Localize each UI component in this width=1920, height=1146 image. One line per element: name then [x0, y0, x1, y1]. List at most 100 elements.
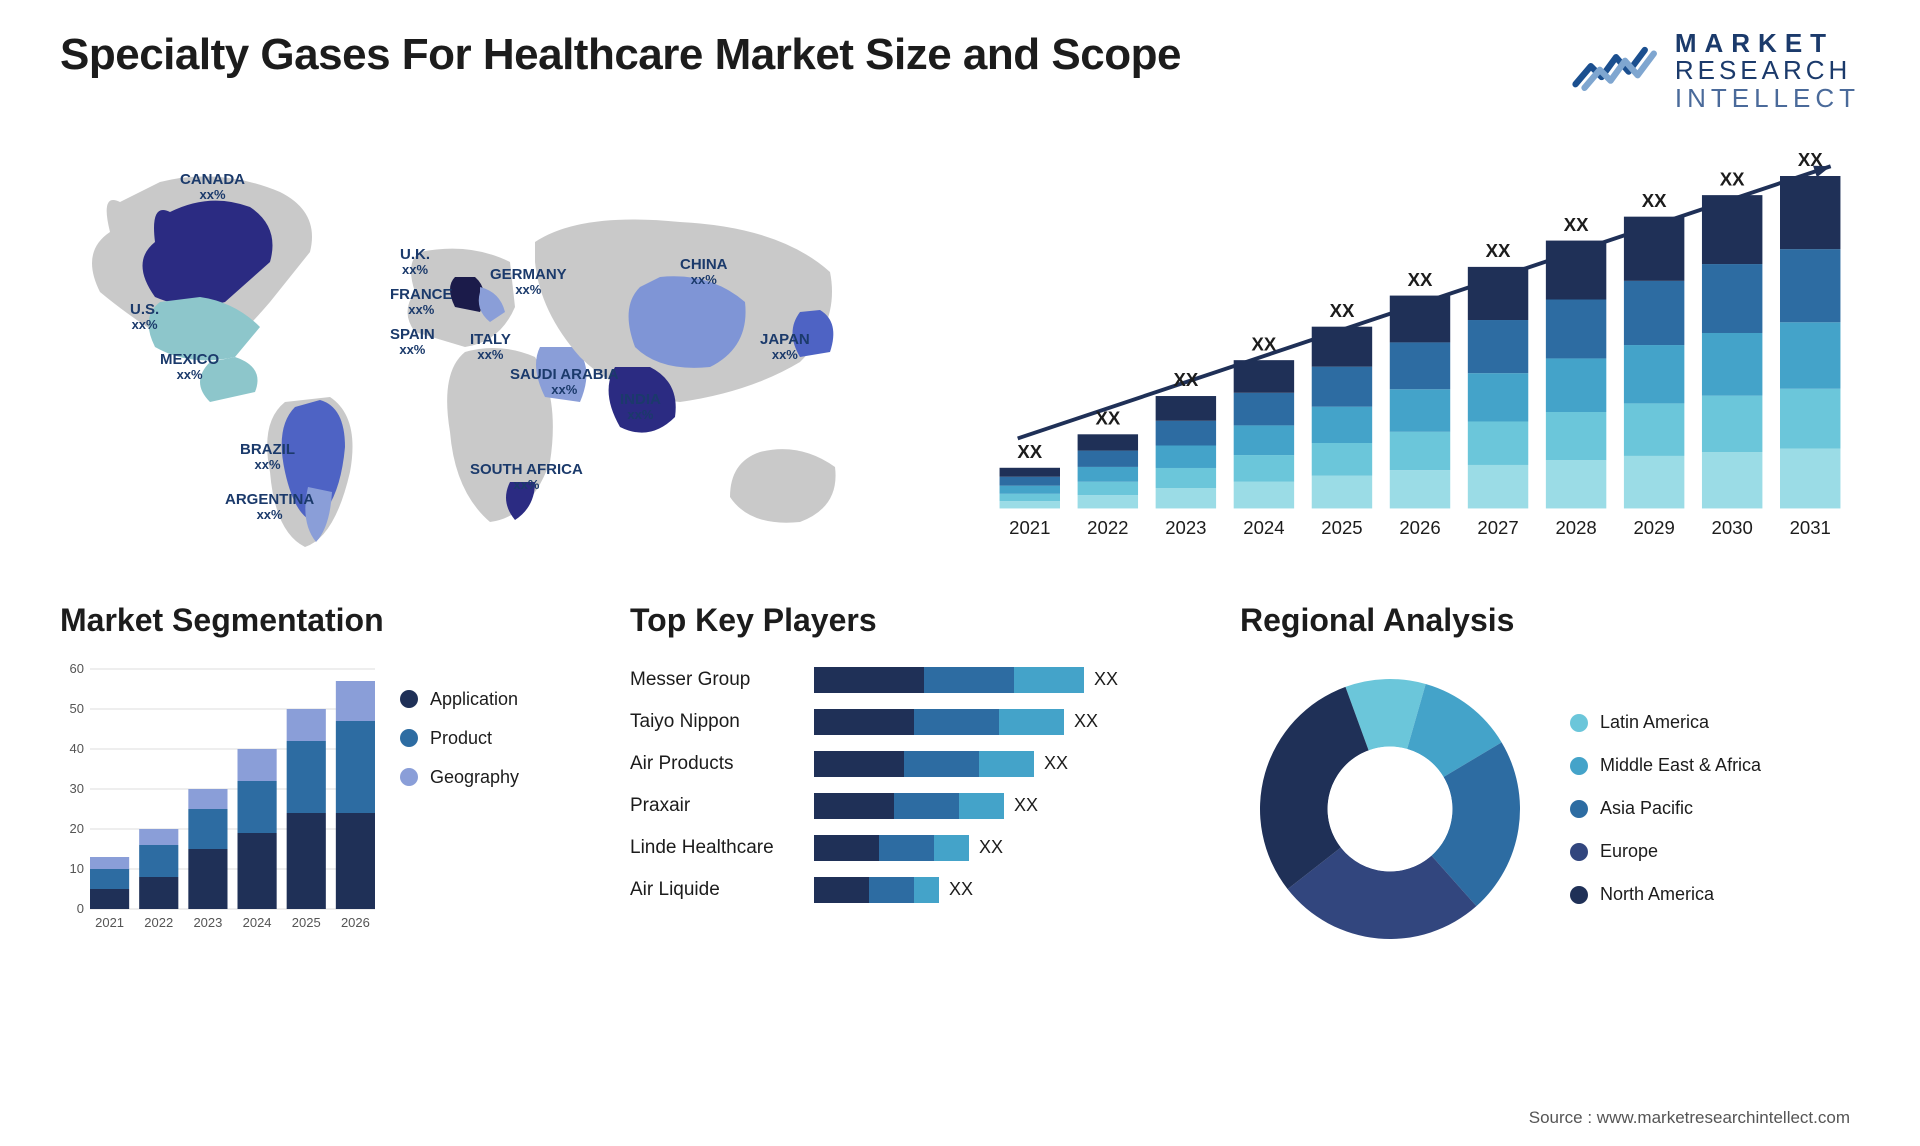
- svg-text:XX: XX: [1173, 369, 1198, 390]
- svg-text:50: 50: [70, 701, 84, 716]
- svg-text:2026: 2026: [341, 915, 370, 930]
- map-label: MEXICOxx%: [160, 352, 219, 383]
- svg-text:2023: 2023: [193, 915, 222, 930]
- player-bar: [814, 709, 1064, 735]
- svg-text:2025: 2025: [292, 915, 321, 930]
- player-name: Air Liquide: [630, 879, 800, 901]
- svg-text:30: 30: [70, 781, 84, 796]
- player-row: Air Products XX: [630, 743, 1190, 785]
- world-map-panel: CANADAxx% U.S.xx%MEXICOxx% BRAZILxx% ARGENT…: [60, 142, 940, 562]
- map-label: ARGENTINAxx%: [225, 492, 314, 523]
- player-name: Taiyo Nippon: [630, 711, 800, 733]
- regional-donut-svg: [1240, 659, 1540, 959]
- svg-text:10: 10: [70, 861, 84, 876]
- map-label: JAPANxx%: [760, 332, 810, 363]
- svg-text:2024: 2024: [1243, 517, 1284, 538]
- svg-text:2029: 2029: [1633, 517, 1674, 538]
- svg-text:XX: XX: [1720, 168, 1745, 189]
- svg-text:2031: 2031: [1790, 517, 1831, 538]
- svg-text:2024: 2024: [243, 915, 272, 930]
- svg-text:XX: XX: [1798, 149, 1823, 170]
- players-title: Top Key Players: [630, 602, 1190, 639]
- map-label: FRANCExx%: [390, 287, 453, 318]
- regional-legend: Latin America Middle East & Africa Asia Pa…: [1570, 712, 1761, 905]
- svg-text:2022: 2022: [144, 915, 173, 930]
- map-label: ITALYxx%: [470, 332, 511, 363]
- svg-text:XX: XX: [1564, 214, 1589, 235]
- segmentation-chart-svg: 0 10 20 30 40 50 60 2021 2022 2023 2024 2025 2026: [60, 659, 380, 939]
- svg-text:XX: XX: [1642, 190, 1667, 211]
- player-value: XX: [1044, 753, 1068, 774]
- page-title: Specialty Gases For Healthcare Market Si…: [60, 30, 1181, 80]
- svg-text:XX: XX: [1408, 269, 1433, 290]
- players-panel: Top Key Players Messer GroupXXTaiyo Nipp…: [630, 602, 1190, 959]
- player-row: Taiyo Nippon XX: [630, 701, 1190, 743]
- player-bar: [814, 793, 1004, 819]
- svg-text:40: 40: [70, 741, 84, 756]
- regional-panel: Regional Analysis Latin America Middle Ea…: [1240, 602, 1860, 959]
- player-value: XX: [949, 879, 973, 900]
- legend-item: Asia Pacific: [1570, 798, 1761, 819]
- regional-title: Regional Analysis: [1240, 602, 1860, 639]
- svg-text:20: 20: [70, 821, 84, 836]
- map-label: BRAZILxx%: [240, 442, 295, 473]
- svg-text:2028: 2028: [1555, 517, 1596, 538]
- player-value: XX: [1014, 795, 1038, 816]
- legend-item: North America: [1570, 884, 1761, 905]
- map-label: SAUDI ARABIAxx%: [510, 367, 619, 398]
- player-value: XX: [1074, 711, 1098, 732]
- legend-item: Application: [400, 689, 519, 710]
- source-attribution: Source : www.marketresearchintellect.com: [1529, 1108, 1850, 1128]
- growth-chart-svg: XX 2021 XX 2022 XX 2023 XX 2024 XX 2025 XX 2026 XX 20…: [980, 142, 1860, 562]
- segmentation-panel: Market Segmentation 0 10 20 30 40 50 60 2021 202…: [60, 602, 580, 959]
- legend-item: Product: [400, 728, 519, 749]
- map-label: CANADAxx%: [180, 172, 245, 203]
- svg-text:2021: 2021: [95, 915, 124, 930]
- player-row: Air Liquide XX: [630, 869, 1190, 911]
- svg-text:2021: 2021: [1009, 517, 1050, 538]
- svg-text:XX: XX: [1017, 441, 1042, 462]
- segmentation-title: Market Segmentation: [60, 602, 580, 639]
- player-bar: [814, 667, 1084, 693]
- brand-logo: MARKET RESEARCH INTELLECT: [1571, 30, 1860, 112]
- legend-item: Middle East & Africa: [1570, 755, 1761, 776]
- legend-item: Europe: [1570, 841, 1761, 862]
- svg-text:2023: 2023: [1165, 517, 1206, 538]
- svg-text:0: 0: [77, 901, 84, 916]
- svg-text:2026: 2026: [1399, 517, 1440, 538]
- svg-text:XX: XX: [1330, 300, 1355, 321]
- player-row: Messer Group XX: [630, 659, 1190, 701]
- map-label: U.K.xx%: [400, 247, 430, 278]
- map-label: GERMANYxx%: [490, 267, 567, 298]
- svg-text:2030: 2030: [1712, 517, 1753, 538]
- player-name: Linde Healthcare: [630, 837, 800, 859]
- svg-text:2025: 2025: [1321, 517, 1362, 538]
- map-label: SPAINxx%: [390, 327, 435, 358]
- player-name: Air Products: [630, 753, 800, 775]
- player-name: Messer Group: [630, 669, 800, 691]
- logo-mark-icon: [1571, 38, 1661, 103]
- legend-item: Geography: [400, 767, 519, 788]
- svg-text:XX: XX: [1252, 333, 1277, 354]
- svg-text:XX: XX: [1486, 240, 1511, 261]
- map-label: U.S.xx%: [130, 302, 159, 333]
- logo-text-3: INTELLECT: [1675, 85, 1860, 112]
- logo-text-2: RESEARCH: [1675, 57, 1860, 84]
- growth-chart-panel: XX 2021 XX 2022 XX 2023 XX 2024 XX 2025 XX 2026 XX 20…: [980, 142, 1860, 562]
- map-label: INDIAxx%: [620, 392, 661, 423]
- svg-text:2022: 2022: [1087, 517, 1128, 538]
- svg-text:2027: 2027: [1477, 517, 1518, 538]
- logo-text-1: MARKET: [1675, 30, 1860, 57]
- map-label: SOUTH AFRICAxx%: [470, 462, 583, 493]
- map-label: CHINAxx%: [680, 257, 728, 288]
- player-value: XX: [1094, 669, 1118, 690]
- segmentation-legend: Application Product Geography: [400, 659, 519, 939]
- player-value: XX: [979, 837, 1003, 858]
- player-row: Linde Healthcare XX: [630, 827, 1190, 869]
- player-name: Praxair: [630, 795, 800, 817]
- player-bar: [814, 751, 1034, 777]
- svg-text:60: 60: [70, 661, 84, 676]
- legend-item: Latin America: [1570, 712, 1761, 733]
- player-bar: [814, 835, 969, 861]
- player-bar: [814, 877, 939, 903]
